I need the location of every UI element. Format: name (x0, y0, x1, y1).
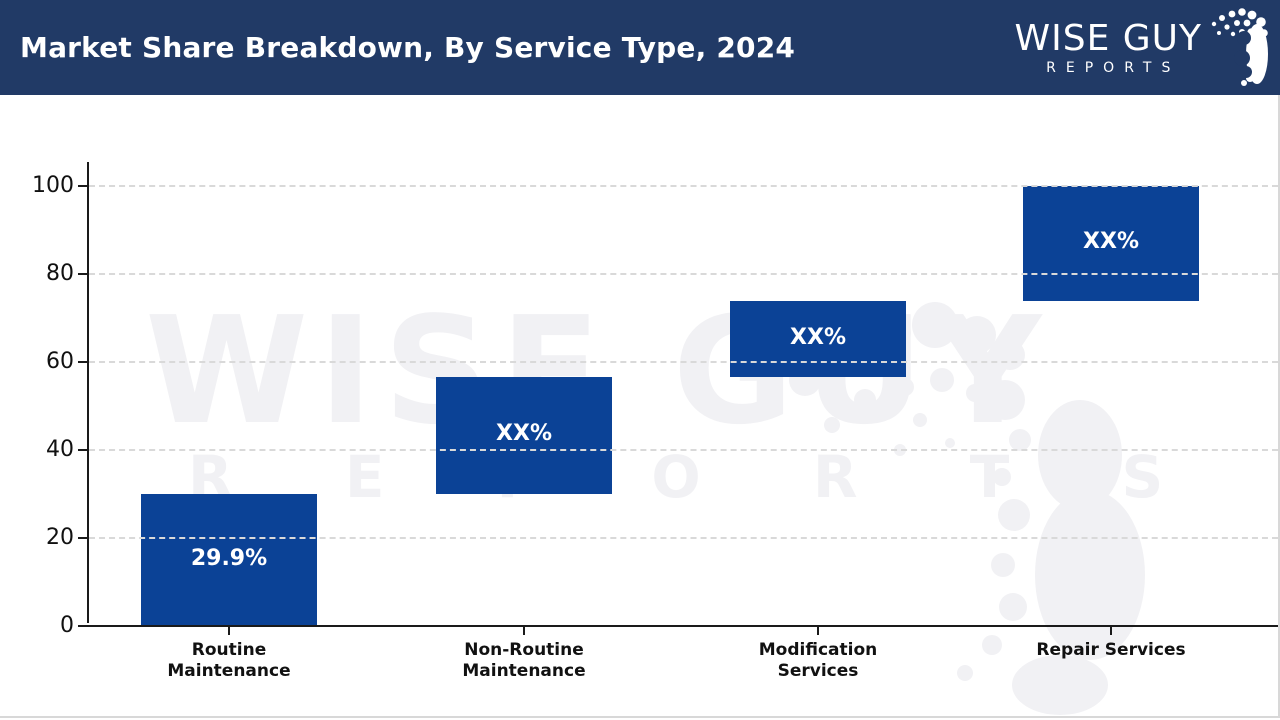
bar-2 (730, 300, 906, 377)
x-category-label-0: Routine Maintenance (89, 640, 369, 682)
y-tick-label-40: 40 (46, 437, 74, 462)
page-right-border (1278, 95, 1280, 718)
y-tick-label-80: 80 (46, 261, 74, 286)
logo-text: WISE GUY REPORTS (1014, 18, 1203, 77)
x-category-label-line: Repair Services (1036, 640, 1186, 660)
gridline-60 (89, 361, 1278, 363)
logo-sub-text: REPORTS (1046, 60, 1181, 76)
x-category-label-3: Repair Services (971, 640, 1251, 661)
gridline-20 (89, 537, 1278, 539)
x-tick-mark-3 (1110, 627, 1112, 635)
x-tick-mark-2 (817, 627, 819, 635)
x-tick-mark-0 (228, 627, 230, 635)
bar-value-label-3: XX% (1083, 229, 1139, 255)
x-category-label-line: Maintenance (462, 661, 586, 681)
y-tick-mark-0 (78, 625, 87, 627)
x-category-label-1: Non-Routine Maintenance (384, 640, 664, 682)
chart-area: WISE GUY R E P O R T S 0 20 40 60 80 100 29.9%… (0, 95, 1280, 720)
watermark-face-icon (789, 302, 1145, 715)
x-category-label-line: Maintenance (167, 661, 291, 681)
logo-brand-text: WISE GUY (1014, 18, 1202, 59)
y-tick-mark-100 (78, 185, 87, 187)
bar-3 (1023, 186, 1199, 301)
logo-face-icon (1211, 8, 1268, 86)
y-tick-mark-40 (78, 449, 87, 451)
y-tick-label-20: 20 (46, 525, 74, 550)
bar-value-label-2: XX% (790, 324, 846, 350)
y-tick-mark-20 (78, 537, 87, 539)
y-tick-label-60: 60 (46, 349, 74, 374)
bar-value-label-0: 29.9% (190, 546, 268, 572)
bar-value-label-1: XX% (496, 421, 552, 447)
x-category-label-line: Non-Routine (464, 640, 584, 660)
gridline-40 (89, 449, 1278, 451)
bar-1 (436, 376, 612, 495)
x-tick-mark-1 (523, 627, 525, 635)
y-axis-spine (87, 162, 89, 623)
x-category-label-line: Services (777, 661, 859, 681)
y-tick-label-0: 0 (60, 613, 74, 638)
bar-0 (141, 494, 317, 626)
x-category-label-2: Modification Services (678, 640, 958, 682)
x-category-label-line: Routine (191, 640, 267, 660)
wise-guy-logo: WISE GUY REPORTS (1014, 8, 1268, 88)
header-bar: Market Share Breakdown, By Service Type,… (0, 0, 1280, 95)
gridline-80 (89, 273, 1278, 275)
y-tick-mark-80 (78, 273, 87, 275)
gridline-100 (89, 185, 1278, 187)
y-tick-mark-60 (78, 361, 87, 363)
page-bottom-border (0, 716, 1280, 718)
x-axis-spine (87, 625, 1279, 627)
y-tick-label-100: 100 (32, 173, 74, 198)
chart-title: Market Share Breakdown, By Service Type,… (20, 31, 796, 64)
x-category-label-line: Modification (758, 640, 878, 660)
